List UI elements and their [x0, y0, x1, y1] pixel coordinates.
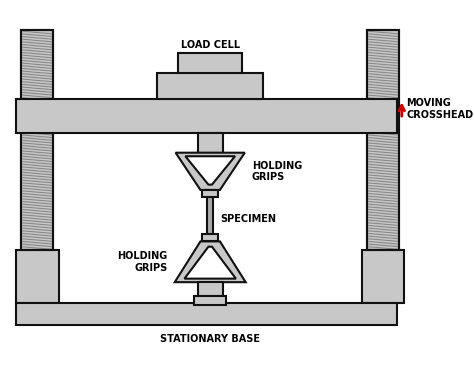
Polygon shape [175, 241, 246, 282]
Bar [16, 250, 58, 304]
Bar [362, 250, 404, 304]
Polygon shape [184, 247, 236, 279]
Bar [198, 282, 223, 296]
Text: SPECIMEN: SPECIMEN [220, 214, 276, 224]
Text: LOAD CELL: LOAD CELL [181, 40, 240, 50]
Polygon shape [175, 153, 245, 190]
Bar [207, 197, 213, 241]
Bar [21, 30, 53, 250]
Bar [178, 53, 242, 73]
Bar [367, 30, 399, 250]
Bar [16, 99, 397, 133]
Text: HOLDING
GRIPS: HOLDING GRIPS [252, 161, 302, 182]
Bar [202, 234, 218, 241]
Polygon shape [185, 156, 235, 185]
Bar [16, 304, 397, 325]
Bar [202, 190, 218, 197]
Bar [21, 30, 53, 250]
Text: HOLDING
GRIPS: HOLDING GRIPS [118, 251, 168, 273]
Text: MOVING
CROSSHEAD: MOVING CROSSHEAD [406, 99, 474, 120]
Bar [194, 296, 226, 305]
Bar [157, 73, 264, 99]
Bar [198, 133, 223, 153]
Bar [367, 30, 399, 250]
Text: STATIONARY BASE: STATIONARY BASE [160, 334, 260, 344]
